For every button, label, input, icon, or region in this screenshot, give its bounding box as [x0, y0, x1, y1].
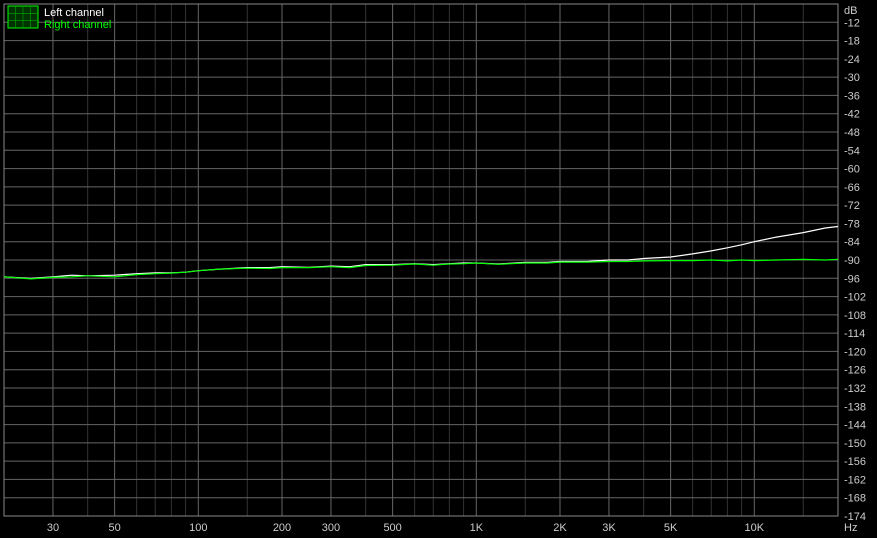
x-tick-label: 1K — [470, 522, 484, 534]
legend-item-1: Right channel — [44, 19, 111, 31]
y-tick-label: -144 — [844, 420, 866, 432]
y-tick-label: -24 — [844, 54, 860, 66]
x-tick-label: 300 — [322, 522, 340, 534]
y-tick-label: -162 — [844, 474, 866, 486]
y-tick-label: -84 — [844, 237, 860, 249]
y-tick-label: -96 — [844, 273, 860, 285]
legend: Left channelRight channel — [8, 6, 111, 31]
x-tick-label: 30 — [47, 522, 59, 534]
y-tick-label: -108 — [844, 310, 866, 322]
y-tick-label: -114 — [844, 328, 865, 340]
y-tick-label: -72 — [844, 200, 860, 212]
x-tick-label: 50 — [109, 522, 121, 534]
y-tick-label: -102 — [844, 292, 866, 304]
y-tick-label: -156 — [844, 456, 866, 468]
y-tick-label: -12 — [844, 17, 860, 29]
y-tick-label: -30 — [844, 72, 860, 84]
spectrum-chart: -12 -18 -24 -30 -36 -42 -48 -54 -60 -66 -72 -78 -84 -… — [0, 0, 877, 538]
chart-canvas: -12 -18 -24 -30 -36 -42 -48 -54 -60 -66 -72 -78 -84 -… — [0, 0, 877, 538]
x-tick-label: 3K — [602, 522, 616, 534]
y-tick-label: -120 — [844, 346, 866, 358]
y-tick-label: -66 — [844, 182, 860, 194]
y-tick-label: -138 — [844, 401, 866, 413]
y-tick-label: -132 — [844, 383, 866, 395]
x-tick-label: 100 — [189, 522, 207, 534]
x-tick-label: 500 — [383, 522, 401, 534]
y-tick-label: -60 — [844, 164, 860, 176]
y-tick-label: -126 — [844, 365, 866, 377]
x-tick-label: 10K — [745, 522, 765, 534]
y-tick-label: -168 — [844, 493, 866, 505]
y-tick-label: -54 — [844, 145, 860, 157]
y-tick-label: -48 — [844, 127, 860, 139]
x-tick-label: 2K — [553, 522, 567, 534]
y-tick-label: -150 — [844, 438, 866, 450]
x-tick-label: 5K — [664, 522, 678, 534]
y-tick-label: -36 — [844, 90, 860, 102]
y-tick-label: -90 — [844, 255, 860, 267]
legend-item-0: Left channel — [44, 7, 104, 19]
x-tick-label: 200 — [273, 522, 291, 534]
y-tick-label: -18 — [844, 36, 860, 48]
y-tick-label: -78 — [844, 218, 860, 230]
x-axis-label: Hz — [844, 522, 857, 534]
y-tick-label: -42 — [844, 109, 860, 121]
y-axis-label: dB — [844, 5, 857, 17]
